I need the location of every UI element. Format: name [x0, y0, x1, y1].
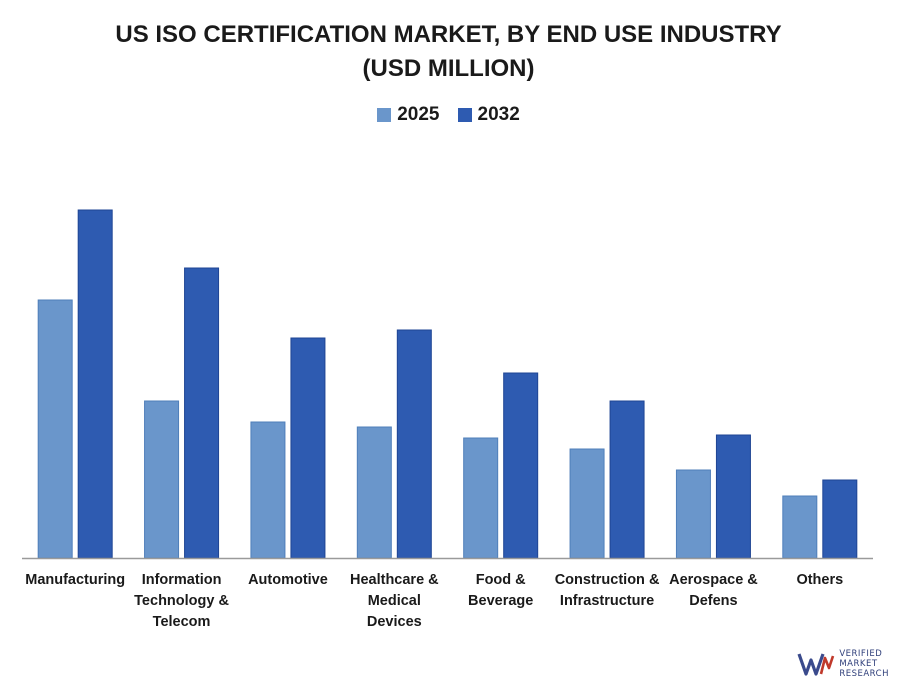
brand-line-2: MARKET [839, 659, 878, 669]
bar-2025-aerospace-defens[interactable] [675, 469, 711, 559]
chart-title-line-2: (USD MILLION) [362, 55, 535, 82]
x-tick-label: Aerospace & Defens [658, 570, 768, 612]
bar-2032-aerospace-defens[interactable] [715, 434, 751, 559]
legend-item-2025[interactable]: 2025 [377, 104, 440, 126]
x-tick-label: Construction & Infrastructure [552, 570, 662, 612]
brand-line-3: RESEARCH [839, 669, 889, 679]
x-tick-label: Information Technology & Telecom [127, 570, 237, 633]
legend-swatch-2025 [377, 108, 392, 122]
x-tick-label: Others [765, 570, 875, 591]
legend-label-2032: 2032 [477, 104, 520, 125]
x-tick-label-line: Medical [367, 593, 421, 609]
bar-2032-construction-infrastructure[interactable] [609, 400, 645, 559]
x-tick-label-line: Information [141, 572, 222, 588]
bar-2025-food-beverage[interactable] [463, 437, 499, 559]
vmr-logo-icon [797, 653, 835, 676]
x-tick-label-line: Healthcare & [349, 572, 439, 588]
bar-2032-information-technology-telecom[interactable] [184, 267, 220, 559]
x-tick-label-line: Aerospace & [669, 572, 758, 588]
x-tick-label-line: Technology & [134, 593, 229, 609]
x-tick-label-line: Automotive [248, 572, 328, 588]
bar-2025-healthcare-medical-devices[interactable] [356, 426, 392, 559]
chart-title: US ISO CERTIFICATION MARKET, BY END USE … [0, 18, 897, 86]
x-tick-label-line: Devices [366, 614, 422, 630]
x-tick-label-line: Manufacturing [25, 572, 126, 588]
bar-2025-manufacturing[interactable] [37, 299, 73, 559]
x-tick-label: Food & Beverage [446, 570, 556, 612]
bar-2025-automotive[interactable] [250, 421, 286, 559]
brand-logo: VERIFIED MARKET RESEARCH [797, 649, 889, 679]
x-tick-label-line: Telecom [152, 614, 211, 630]
bar-2025-others[interactable] [782, 495, 818, 559]
x-tick-label-line: Infrastructure [559, 593, 655, 609]
chart-title-line-1: US ISO CERTIFICATION MARKET, BY END USE … [115, 21, 782, 48]
x-tick-label-line: Beverage [468, 593, 534, 609]
chart-legend: 2025 2032 [0, 104, 897, 126]
x-tick-label-line: Food & [475, 572, 526, 588]
bar-2032-automotive[interactable] [290, 337, 326, 559]
x-tick-label: Healthcare & Medical Devices [339, 570, 449, 633]
x-tick-label-line: Others [796, 572, 844, 588]
bar-2032-manufacturing[interactable] [77, 209, 113, 559]
bar-2032-others[interactable] [822, 479, 858, 559]
legend-item-2032[interactable]: 2032 [457, 104, 520, 126]
legend-swatch-2032 [457, 108, 472, 122]
x-tick-label: Automotive [233, 570, 343, 591]
bar-2032-food-beverage[interactable] [503, 372, 539, 559]
bar-2025-construction-infrastructure[interactable] [569, 448, 605, 559]
x-tick-label: Manufacturing [20, 570, 130, 591]
brand-line-1: VERIFIED [839, 649, 883, 659]
legend-label-2025: 2025 [397, 104, 440, 125]
x-tick-label-line: Construction & [554, 572, 660, 588]
bar-2025-information-technology-telecom[interactable] [144, 400, 180, 559]
x-tick-label-line: Defens [689, 593, 738, 609]
bar-2032-healthcare-medical-devices[interactable] [396, 329, 432, 559]
